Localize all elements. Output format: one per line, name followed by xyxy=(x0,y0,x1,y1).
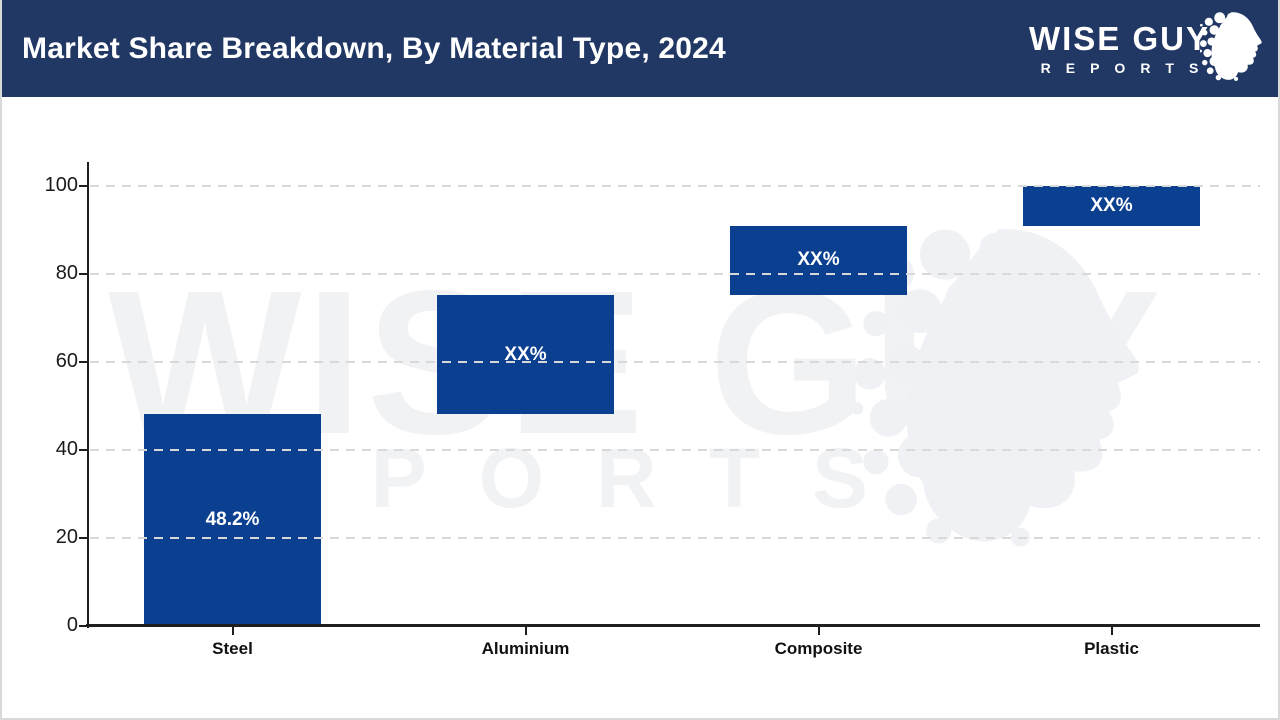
x-tick-mark xyxy=(817,627,820,635)
y-tick-mark xyxy=(79,185,87,187)
logo-text: WISE GUY REPORTS xyxy=(1029,22,1210,76)
bar-composite xyxy=(730,225,907,296)
x-tick-mark xyxy=(1110,627,1113,635)
bar-value-label: XX% xyxy=(504,343,547,365)
x-axis-line xyxy=(86,624,1260,627)
y-tick-mark xyxy=(79,449,87,451)
wise-guy-reports-logo: WISE GUY REPORTS xyxy=(1029,0,1268,97)
y-tick-label: 0 xyxy=(66,614,78,636)
logo-wiseguy-label: WISE GUY xyxy=(1028,19,1210,57)
y-tick-label: 80 xyxy=(55,262,78,284)
bar-plastic xyxy=(1023,186,1200,226)
y-tick-mark xyxy=(79,273,87,275)
gridline-60 xyxy=(90,361,1260,363)
gridline-80 xyxy=(90,273,1260,275)
x-category-label-steel: Steel xyxy=(212,639,253,658)
bar-aluminium xyxy=(437,295,614,414)
bar-value-label: XX% xyxy=(1090,194,1133,216)
x-category-label-aluminium: Aluminium xyxy=(481,639,570,658)
x-category-label-plastic: Plastic xyxy=(1084,639,1139,658)
gridline-20 xyxy=(90,537,1260,539)
y-tick-label: 100 xyxy=(44,174,78,196)
x-category-label-composite: Composite xyxy=(774,639,863,658)
header-bar: Market Share Breakdown, By Material Type… xyxy=(2,0,1278,97)
logo-reports-label: REPORTS xyxy=(1040,59,1214,76)
gridline-40 xyxy=(90,449,1260,451)
page-title: Market Share Breakdown, By Material Type… xyxy=(22,31,726,65)
x-tick-mark xyxy=(524,627,527,635)
y-tick-mark xyxy=(79,537,87,539)
logo-head-icon xyxy=(1200,11,1268,87)
y-axis-line xyxy=(87,162,89,628)
bar-value-label: 48.2% xyxy=(205,508,260,530)
gridline-100 xyxy=(90,185,1260,187)
y-tick-label: 60 xyxy=(55,350,78,372)
y-tick-label: 20 xyxy=(55,526,78,548)
bar-value-label: XX% xyxy=(797,249,840,271)
y-tick-mark xyxy=(79,361,87,363)
y-tick-mark xyxy=(79,625,87,627)
x-tick-mark xyxy=(231,627,234,635)
y-tick-label: 40 xyxy=(55,438,78,460)
